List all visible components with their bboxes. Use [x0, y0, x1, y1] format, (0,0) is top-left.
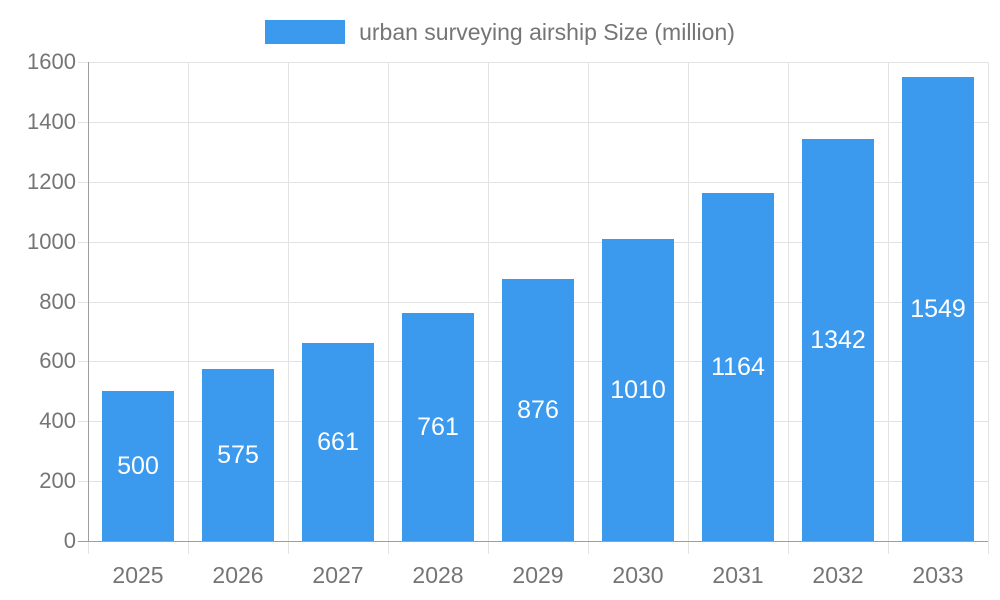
- x-gridline: [288, 62, 289, 554]
- x-axis-line: [78, 541, 988, 542]
- y-axis-tick-label: 800: [39, 289, 76, 314]
- bar[interactable]: [602, 238, 674, 541]
- x-axis-tick-label: 2031: [712, 562, 764, 588]
- x-axis-tick-label: 2028: [412, 562, 464, 588]
- y-axis-tick-label: 0: [63, 528, 76, 553]
- bar[interactable]: [902, 77, 974, 541]
- y-axis-tick-label: 400: [39, 408, 76, 433]
- x-gridline: [988, 62, 989, 554]
- y-gridline: [78, 182, 988, 183]
- bar[interactable]: [702, 192, 774, 541]
- x-axis-tick-label: 2033: [912, 562, 964, 588]
- legend-swatch: [265, 20, 346, 44]
- legend-item[interactable]: urban surveying airship Size (million): [0, 18, 1000, 46]
- x-axis-tick-label: 2025: [112, 562, 164, 588]
- y-axis-line: [88, 62, 89, 541]
- bar[interactable]: [102, 391, 174, 541]
- x-gridline: [188, 62, 189, 554]
- bar[interactable]: [202, 368, 274, 541]
- y-axis-tick-label: 1600: [27, 49, 76, 74]
- bar[interactable]: [302, 343, 374, 541]
- y-gridline: [78, 62, 988, 63]
- y-gridline: [78, 122, 988, 123]
- x-gridline: [488, 62, 489, 554]
- y-axis-tick-label: 600: [39, 348, 76, 373]
- bar[interactable]: [502, 278, 574, 541]
- x-axis-tick-label: 2030: [612, 562, 664, 588]
- bar[interactable]: [802, 139, 874, 541]
- x-gridline: [388, 62, 389, 554]
- legend-label: urban surveying airship Size (million): [359, 18, 735, 45]
- x-axis-tick-label: 2032: [812, 562, 864, 588]
- x-gridline: [788, 62, 789, 554]
- y-axis-tick-label: 1000: [27, 229, 76, 254]
- x-axis-tick-label: 2027: [312, 562, 364, 588]
- y-axis-tick-label: 1400: [27, 109, 76, 134]
- x-gridline: [888, 62, 889, 554]
- x-axis-tick-label: 2029: [512, 562, 564, 588]
- x-gridline: [588, 62, 589, 554]
- y-axis-tick-label: 200: [39, 468, 76, 493]
- x-axis-tick-label: 2026: [212, 562, 264, 588]
- bar[interactable]: [402, 313, 474, 541]
- y-axis-tick-label: 1200: [27, 169, 76, 194]
- y-gridline: [78, 242, 988, 243]
- x-gridline: [688, 62, 689, 554]
